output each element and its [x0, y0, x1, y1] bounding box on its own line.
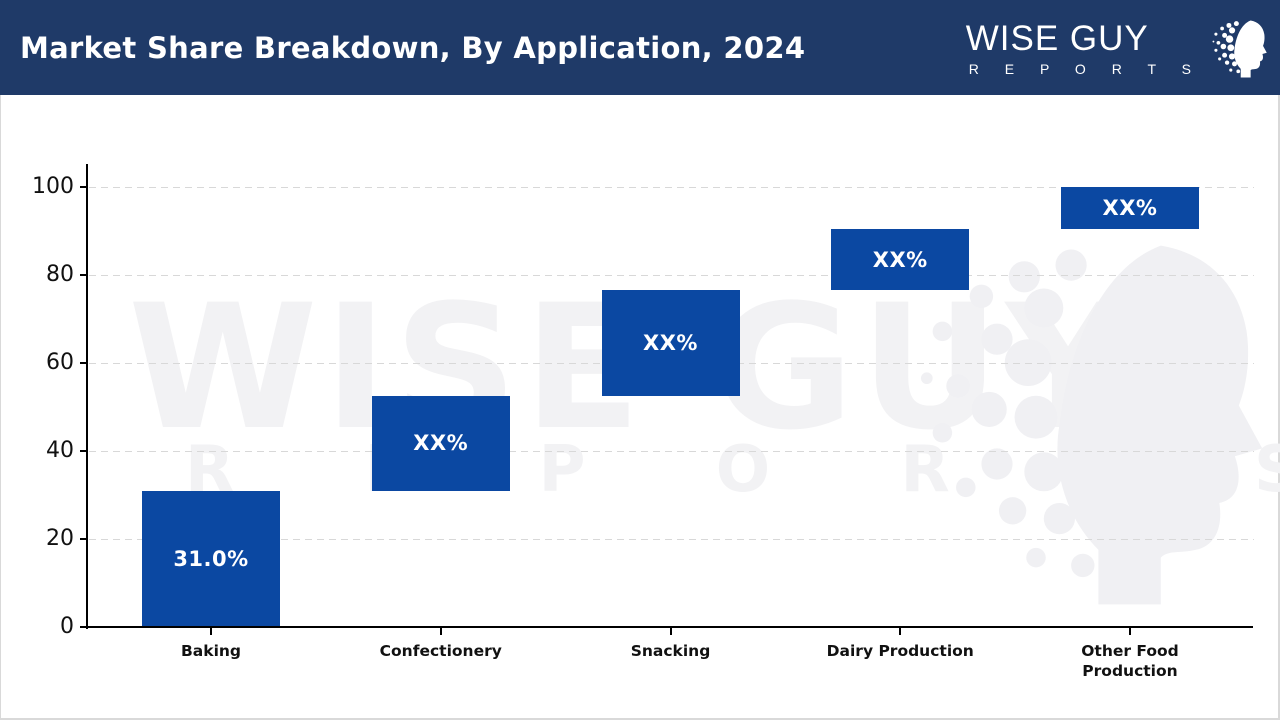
- gridline-20: [89, 538, 1254, 540]
- gridline-40: [89, 450, 1254, 452]
- y-axis-tick-label-60: 60: [46, 350, 74, 375]
- x-axis-tick-dairy-production: [899, 628, 902, 635]
- y-axis-tick-40: [80, 450, 88, 452]
- bar-confectionery: XX%: [371, 396, 510, 491]
- brand-text: WISE GUY R E P O R T S: [966, 21, 1202, 77]
- x-axis-tick-confectionery: [439, 628, 442, 635]
- brand-logo: WISE GUY R E P O R T S: [966, 10, 1268, 88]
- x-axis-label-confectionery: Confectionery: [379, 642, 502, 660]
- bar-dairy-production: XX%: [831, 228, 970, 291]
- bar-value-label-other-food-production: XX%: [1102, 195, 1158, 220]
- y-axis-tick-label-20: 20: [46, 526, 74, 551]
- y-axis-tick-label-40: 40: [46, 438, 74, 463]
- y-axis-line: [86, 164, 88, 629]
- x-axis-label-snacking: Snacking: [630, 642, 711, 660]
- bar-value-label-confectionery: XX%: [413, 431, 469, 456]
- y-axis-tick-100: [80, 186, 88, 188]
- y-axis-tick-label-100: 100: [32, 174, 74, 199]
- bar-snacking: XX%: [601, 290, 740, 396]
- gridline-80: [89, 274, 1254, 276]
- x-axis-label-dairy-production: Dairy Production: [826, 642, 974, 660]
- y-axis-tick-0: [80, 626, 88, 628]
- bar-value-label-dairy-production: XX%: [872, 247, 928, 272]
- y-axis-tick-label-80: 80: [46, 262, 74, 287]
- brand-head-icon: [1212, 19, 1267, 78]
- x-axis-tick-snacking: [669, 628, 672, 635]
- x-axis-label-baking: Baking: [180, 642, 242, 660]
- header-bar: Market Share Breakdown, By Application, …: [0, 0, 1280, 95]
- y-axis-tick-80: [80, 274, 88, 276]
- bar-value-label-baking: 31.0%: [173, 546, 249, 571]
- x-axis-line: [86, 626, 1253, 628]
- y-axis-tick-label-0: 0: [60, 614, 74, 639]
- bar-other-food-production: XX%: [1061, 187, 1199, 229]
- gridline-100: [89, 186, 1254, 188]
- x-axis-tick-baking: [210, 628, 212, 635]
- brand-name: WISE GUY: [965, 18, 1149, 58]
- page-title: Market Share Breakdown, By Application, …: [20, 30, 806, 65]
- y-axis-tick-60: [80, 362, 88, 364]
- y-axis-tick-20: [80, 538, 88, 540]
- bar-value-label-snacking: XX%: [643, 331, 698, 356]
- x-axis-tick-other-food-production: [1129, 628, 1131, 635]
- brand-subtitle: R E P O R T S: [968, 60, 1202, 77]
- bar-baking: 31.0%: [142, 490, 280, 627]
- x-axis-label-other-food-production: Other Food Production: [1081, 642, 1179, 681]
